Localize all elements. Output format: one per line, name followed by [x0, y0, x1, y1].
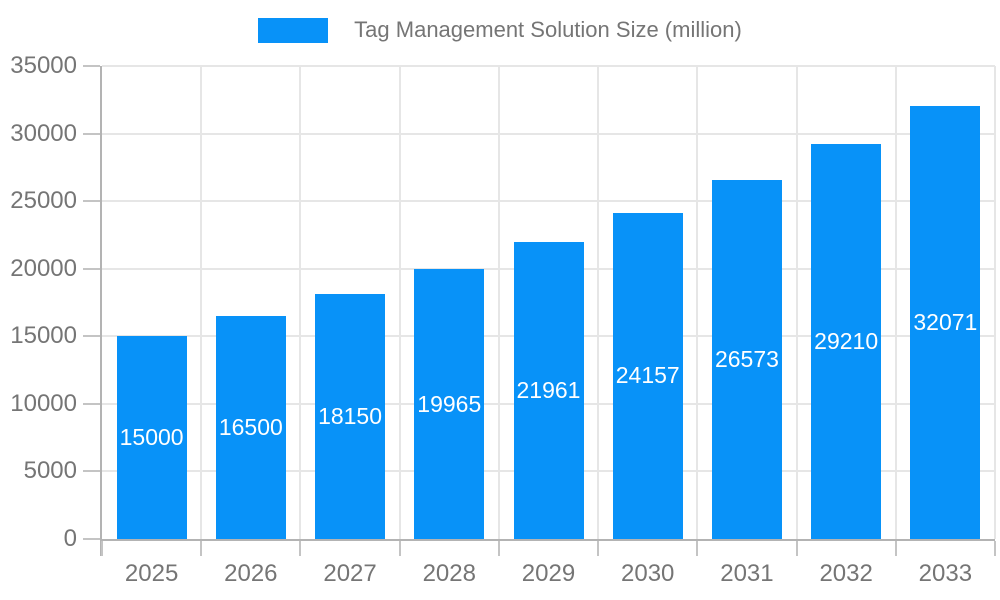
y-axis-tick	[83, 470, 100, 473]
grid-line-v	[398, 66, 401, 539]
legend-swatch	[258, 17, 329, 43]
x-axis-line	[100, 539, 995, 541]
bar: 29210	[811, 144, 882, 539]
x-axis-tick	[696, 541, 699, 556]
grid-line-v	[299, 66, 302, 539]
y-tick-label: 35000	[10, 52, 77, 79]
bar: 18150	[315, 293, 386, 539]
x-tick-label: 2026	[224, 560, 278, 587]
x-axis-tick	[497, 541, 500, 556]
bar-value-label: 18150	[318, 402, 383, 429]
bar: 26573	[711, 179, 782, 539]
legend-item[interactable]: Tag Management Solution Size (million)	[258, 17, 742, 43]
bar-value-label: 26573	[714, 345, 779, 372]
x-axis-tick	[994, 541, 996, 556]
x-axis-tick	[101, 541, 103, 556]
y-tick-label: 5000	[23, 457, 77, 485]
x-tick-label: 2028	[422, 560, 476, 587]
x-axis-tick	[200, 541, 203, 556]
x-axis-tick	[299, 541, 302, 556]
x-tick-label: 2031	[720, 560, 774, 587]
x-tick-label: 2027	[323, 560, 377, 587]
bar-value-label: 19965	[417, 390, 482, 417]
y-axis-tick	[83, 267, 100, 270]
x-axis-tick	[894, 541, 897, 556]
x-tick-label: 2025	[124, 560, 179, 587]
y-axis-tick	[83, 132, 100, 135]
y-axis-line	[100, 66, 102, 556]
y-axis-tick	[83, 538, 100, 540]
x-tick-label: 2032	[819, 560, 873, 587]
y-tick-label: 20000	[10, 254, 77, 282]
bar: 24157	[612, 212, 683, 539]
y-axis-tick	[83, 402, 100, 405]
grid-line-v	[497, 66, 500, 539]
grid-line-v	[795, 66, 798, 539]
y-tick-label: 30000	[10, 119, 77, 147]
grid-line-h	[102, 200, 995, 203]
x-axis-tick	[597, 541, 600, 556]
bar-value-label: 24157	[615, 362, 680, 389]
grid-line-v	[597, 66, 600, 539]
y-tick-label: 0	[63, 525, 77, 552]
y-axis-tick	[83, 65, 100, 67]
bar-value-label: 21961	[516, 377, 581, 404]
y-tick-label: 10000	[10, 389, 77, 417]
bar-value-label: 32071	[913, 308, 978, 335]
grid-line-v	[200, 66, 203, 539]
y-tick-label: 25000	[10, 187, 77, 215]
x-axis-tick	[398, 541, 401, 556]
x-tick-label: 2033	[918, 560, 973, 587]
x-tick-label: 2030	[621, 560, 675, 587]
bar-value-label: 15000	[119, 424, 184, 451]
x-axis-tick	[795, 541, 798, 556]
bar-value-label: 16500	[218, 413, 283, 440]
grid-line-v	[894, 66, 897, 539]
grid-line-h	[102, 65, 995, 67]
legend: Tag Management Solution Size (million)	[0, 17, 1000, 43]
bar: 16500	[215, 316, 286, 539]
bar: 15000	[116, 336, 187, 539]
legend-label: Tag Management Solution Size (million)	[354, 17, 742, 42]
y-axis-tick	[83, 335, 100, 338]
grid-line-v	[696, 66, 699, 539]
y-tick-label: 15000	[10, 322, 77, 350]
grid-line-h	[102, 132, 995, 135]
x-tick-label: 2029	[521, 560, 576, 587]
bar: 19965	[414, 269, 485, 539]
bar: 21961	[513, 242, 584, 539]
y-axis-tick	[83, 200, 100, 203]
bar-value-label: 29210	[814, 328, 879, 355]
grid-line-v	[994, 66, 996, 539]
bar: 32071	[910, 105, 981, 539]
